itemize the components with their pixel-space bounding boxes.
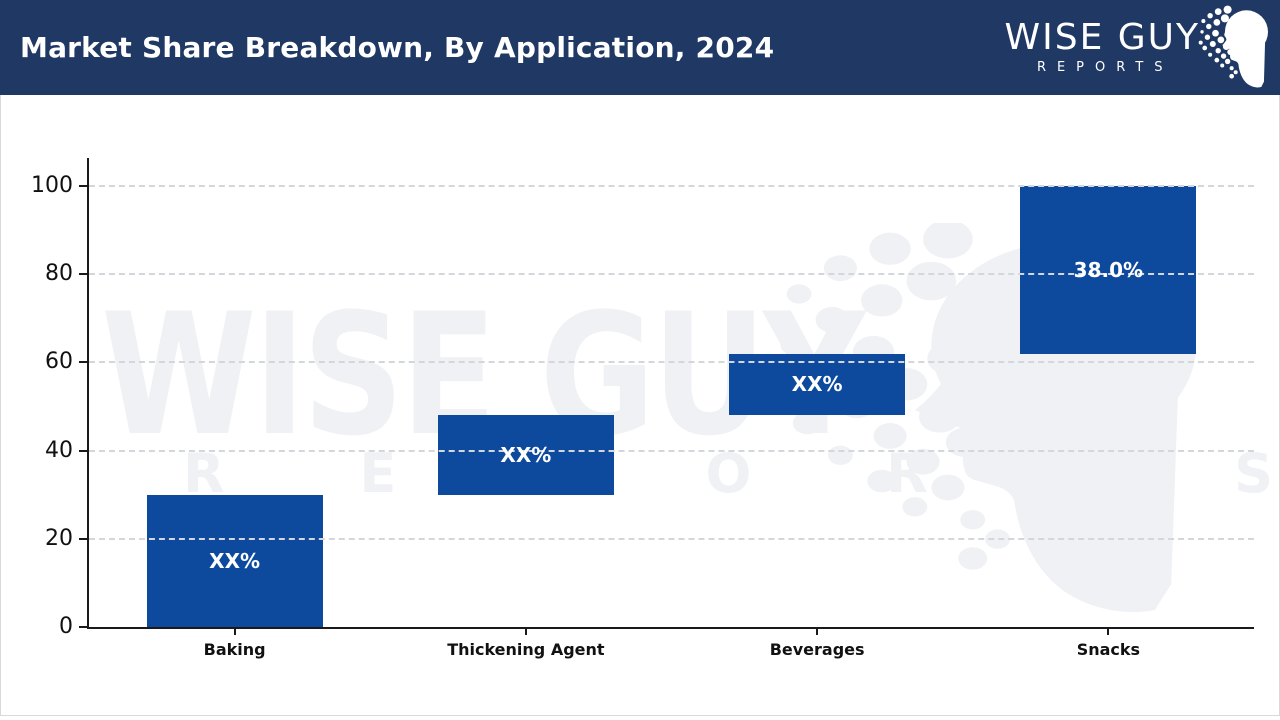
bar-thickening-agent xyxy=(437,415,614,495)
y-tick-mark xyxy=(79,361,88,364)
y-gridline xyxy=(89,273,1254,276)
x-tick-mark xyxy=(816,627,819,635)
y-axis-tick-label: 60 xyxy=(45,349,73,375)
y-axis-tick-label: 0 xyxy=(59,614,73,639)
bar-beverages xyxy=(729,353,906,416)
x-axis-category-label: Thickening Agent xyxy=(447,640,605,659)
y-axis-tick-label: 20 xyxy=(45,525,73,551)
y-tick-mark xyxy=(79,185,88,187)
bar-snacks xyxy=(1020,186,1197,354)
bar-baking xyxy=(146,494,323,627)
y-gridline xyxy=(89,185,1254,187)
x-tick-mark xyxy=(233,627,236,635)
brand-head-icon xyxy=(1198,5,1268,87)
bar-value-label: XX% xyxy=(500,443,552,467)
y-axis-tick-label: 80 xyxy=(45,261,73,287)
header: Market Share Breakdown, By Application, … xyxy=(0,0,1280,95)
y-gridline xyxy=(89,449,1254,452)
y-axis-tick-label: 40 xyxy=(45,437,73,463)
x-tick-mark xyxy=(1107,627,1110,635)
brand-name: WISE GUY xyxy=(1004,17,1200,58)
x-axis-category-label: Beverages xyxy=(769,640,865,659)
bar-value-label: 38.0% xyxy=(1073,257,1144,282)
x-axis-line xyxy=(87,627,1254,629)
y-axis-line xyxy=(87,158,89,629)
y-gridline xyxy=(89,537,1254,540)
y-tick-mark xyxy=(79,537,88,540)
x-axis-category-label: Baking xyxy=(203,640,266,659)
y-tick-mark xyxy=(79,273,88,276)
bar-value-label: XX% xyxy=(209,548,261,573)
brand-logo: WISE GUY REPORTS xyxy=(1005,4,1280,92)
bar-value-label: XX% xyxy=(791,372,843,397)
brand-logo-text: WISE GUY REPORTS xyxy=(1004,17,1201,76)
brand-subtitle: REPORTS xyxy=(1036,60,1174,75)
y-gridline xyxy=(89,361,1254,364)
y-tick-mark xyxy=(79,626,88,628)
y-tick-mark xyxy=(79,449,88,452)
x-tick-mark xyxy=(524,627,527,635)
x-axis-category-label: Snacks xyxy=(1076,640,1141,659)
plot: XX% Baking XX% Thickening Agent XX% Beverages… xyxy=(1,95,1279,715)
chart-title: Market Share Breakdown, By Application, … xyxy=(20,31,775,64)
chart-area: WISE GUY R E P O R T S XX% Baking XX% Thick… xyxy=(0,95,1280,716)
y-axis-tick-label: 100 xyxy=(31,173,73,198)
